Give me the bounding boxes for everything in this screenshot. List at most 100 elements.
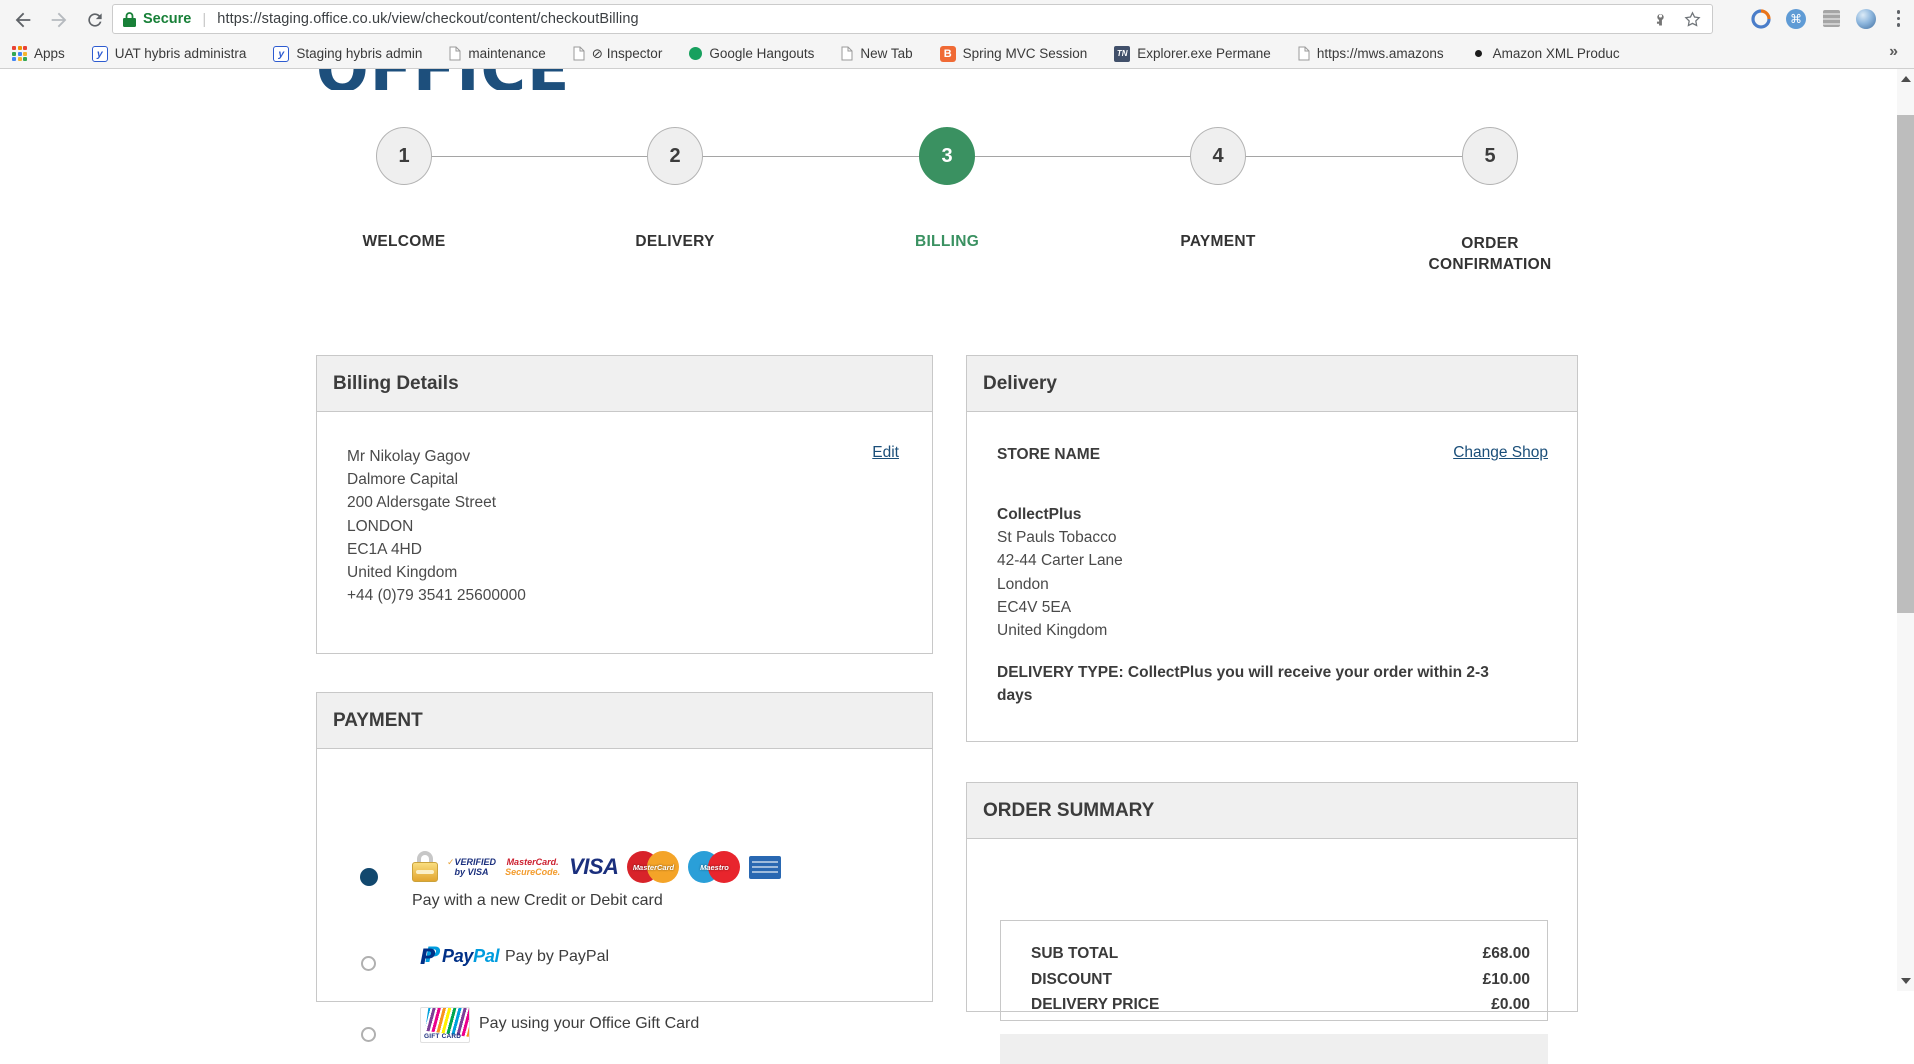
radio-new-card[interactable] <box>360 868 378 886</box>
office-logo[interactable]: OFFICE <box>316 69 616 90</box>
verified-by-visa-icon: ✓VERIFIED by VISA <box>447 857 497 877</box>
reload-button[interactable] <box>82 7 108 33</box>
payment-panel: PAYMENT ✓VERIFIED by VISA MasterCard. Se… <box>316 692 933 1043</box>
page-content: OFFICE 1 2 3 4 5 WELCOME DELIVERY BILLIN… <box>0 69 1897 1064</box>
gift-card-icon: GIFT CARD <box>420 1007 470 1043</box>
option-label-paypal[interactable]: Pay by PayPal <box>505 948 610 965</box>
billing-details-panel: Billing Details Mr Nikolay Gagov Dalmore… <box>316 355 933 654</box>
back-icon <box>15 12 31 28</box>
radio-paypal[interactable] <box>361 956 376 971</box>
billing-address-line: +44 (0)79 3541 25600000 <box>347 587 526 605</box>
summary-value: £10.00 <box>1482 970 1530 988</box>
step-label-billing: BILLING <box>914 233 980 250</box>
page-scrollbar[interactable] <box>1897 69 1914 991</box>
extension-command-icon[interactable]: ⌘ <box>1786 8 1806 29</box>
bookmark-inspector[interactable]: ⊘ Inspector <box>573 46 662 62</box>
order-summary-panel: ORDER SUMMARY SUB TOTAL £68.00 DISCOUNT … <box>966 782 1578 1064</box>
step-circle-order-confirmation[interactable]: 5 <box>1462 127 1518 185</box>
extension-globe-icon[interactable] <box>1856 8 1876 29</box>
step-label-delivery: DELIVERY <box>635 233 715 250</box>
delivery-type-text: DELIVERY TYPE: CollectPlus you will rece… <box>997 664 1489 704</box>
forward-icon <box>51 12 67 28</box>
summary-label: DISCOUNT <box>1031 970 1112 988</box>
bookmark-amazon-xml[interactable]: Amazon XML Produc <box>1471 46 1620 61</box>
scrollbar-up-icon[interactable] <box>1901 76 1911 82</box>
order-summary-box: SUB TOTAL £68.00 DISCOUNT £10.00 DELIVER… <box>1000 920 1548 1021</box>
summary-row-discount: DISCOUNT £10.00 <box>1031 967 1530 993</box>
chrome-menu-icon[interactable] <box>1891 10 1907 27</box>
step-circle-welcome[interactable]: 1 <box>376 127 432 185</box>
order-summary-total-strip <box>1000 1034 1548 1064</box>
bookmark-new-tab[interactable]: New Tab <box>841 46 913 61</box>
bookmark-maintenance[interactable]: maintenance <box>449 46 546 61</box>
bookmarks-overflow-chevron[interactable]: » <box>1889 43 1898 60</box>
billing-address-line: United Kingdom <box>347 564 458 582</box>
billing-address-line: Dalmore Capital <box>347 471 459 489</box>
browser-toolbar: Secure | https://staging.office.co.uk/vi… <box>0 0 1914 39</box>
change-shop-link[interactable]: Change Shop <box>1453 444 1548 461</box>
option-label-new-card[interactable]: Pay with a new Credit or Debit card <box>412 892 663 909</box>
bookmark-explorer-exe[interactable]: TN Explorer.exe Permane <box>1114 45 1271 62</box>
radio-gift-card[interactable] <box>361 1027 376 1042</box>
delivery-header: Delivery <box>967 356 1577 412</box>
billing-details-header: Billing Details <box>317 356 932 412</box>
store-address-line: St Pauls Tobacco <box>997 529 1117 547</box>
bookmark-google-hangouts[interactable]: Google Hangouts <box>689 46 814 61</box>
store-address: CollectPlus St Pauls Tobacco 42-44 Carte… <box>967 412 1577 642</box>
summary-row-delivery-price: DELIVERY PRICE £0.00 <box>1031 992 1530 1018</box>
step-circle-payment[interactable]: 4 <box>1190 127 1246 185</box>
option-label-gift-card[interactable]: Pay using your Office Gift Card <box>479 1015 700 1032</box>
store-address-line: United Kingdom <box>997 622 1108 640</box>
extensions-area: ⌘ <box>1751 8 1907 29</box>
padlock-secure-icon <box>123 11 136 27</box>
dot-favicon-icon <box>1474 50 1482 57</box>
step-circle-billing[interactable]: 3 <box>919 127 975 185</box>
mastercard-icon: MasterCard <box>627 851 680 883</box>
summary-value: £0.00 <box>1491 996 1530 1013</box>
page-icon <box>841 46 853 61</box>
step-circle-delivery[interactable]: 2 <box>647 127 703 185</box>
reload-icon <box>88 13 102 27</box>
order-summary-header: ORDER SUMMARY <box>967 783 1577 839</box>
bookmark-mws-amazon[interactable]: https://mws.amazons <box>1298 46 1444 61</box>
mastercard-securecode-icon: MasterCard. SecureCode. <box>505 857 561 877</box>
scrollbar-thumb[interactable] <box>1897 115 1914 613</box>
paypal-logo-icon: P P PayPal <box>420 943 500 969</box>
store-address-line: 42-44 Carter Lane <box>997 552 1123 570</box>
store-address-line: CollectPlus <box>997 506 1082 523</box>
extension-swirl-icon[interactable] <box>1751 8 1772 29</box>
blogger-icon: B <box>939 45 956 62</box>
billing-address-line: 200 Aldersgate Street <box>347 494 497 512</box>
store-name-label: STORE NAME <box>997 446 1101 463</box>
bookmark-uat-hybris[interactable]: y UAT hybris administra <box>91 45 246 62</box>
saved-password-key-icon[interactable] <box>1652 11 1669 28</box>
bookmark-star-icon[interactable] <box>1683 10 1702 29</box>
maestro-icon: Maestro <box>688 851 741 883</box>
delivery-panel: Delivery STORE NAME Change Shop CollectP… <box>966 355 1578 742</box>
bookmark-spring-mvc[interactable]: B Spring MVC Session <box>939 45 1087 62</box>
forward-button[interactable] <box>46 7 72 33</box>
hangouts-icon <box>689 47 703 60</box>
store-address-line: London <box>997 575 1049 593</box>
edit-billing-link[interactable]: Edit <box>872 444 899 461</box>
summary-label: DELIVERY PRICE <box>1031 996 1160 1013</box>
url-text[interactable]: https://staging.office.co.uk/view/checko… <box>217 11 639 27</box>
step-label-order-confirmation: ORDER CONFIRMATION <box>1428 235 1552 273</box>
summary-row-subtotal: SUB TOTAL £68.00 <box>1031 941 1530 967</box>
security-label: Secure <box>143 11 192 27</box>
american-express-icon <box>749 855 782 879</box>
address-bar[interactable]: Secure | https://staging.office.co.uk/vi… <box>112 4 1713 34</box>
extension-notes-icon[interactable] <box>1822 10 1840 27</box>
page-icon <box>573 46 585 61</box>
hybris-icon: y <box>273 45 290 62</box>
bookmark-staging-hybris[interactable]: y Staging hybris admin <box>273 45 422 62</box>
bookmark-apps[interactable]: Apps <box>12 46 65 61</box>
back-button[interactable] <box>10 7 36 33</box>
step-label-payment: PAYMENT <box>1180 233 1256 250</box>
payment-header: PAYMENT <box>317 693 932 749</box>
scrollbar-down-icon[interactable] <box>1901 978 1911 984</box>
tn-icon: TN <box>1114 45 1131 62</box>
card-logos-row: ✓VERIFIED by VISA MasterCard. SecureCode… <box>412 847 782 887</box>
gold-padlock-icon <box>412 851 438 883</box>
hybris-icon: y <box>91 45 108 62</box>
